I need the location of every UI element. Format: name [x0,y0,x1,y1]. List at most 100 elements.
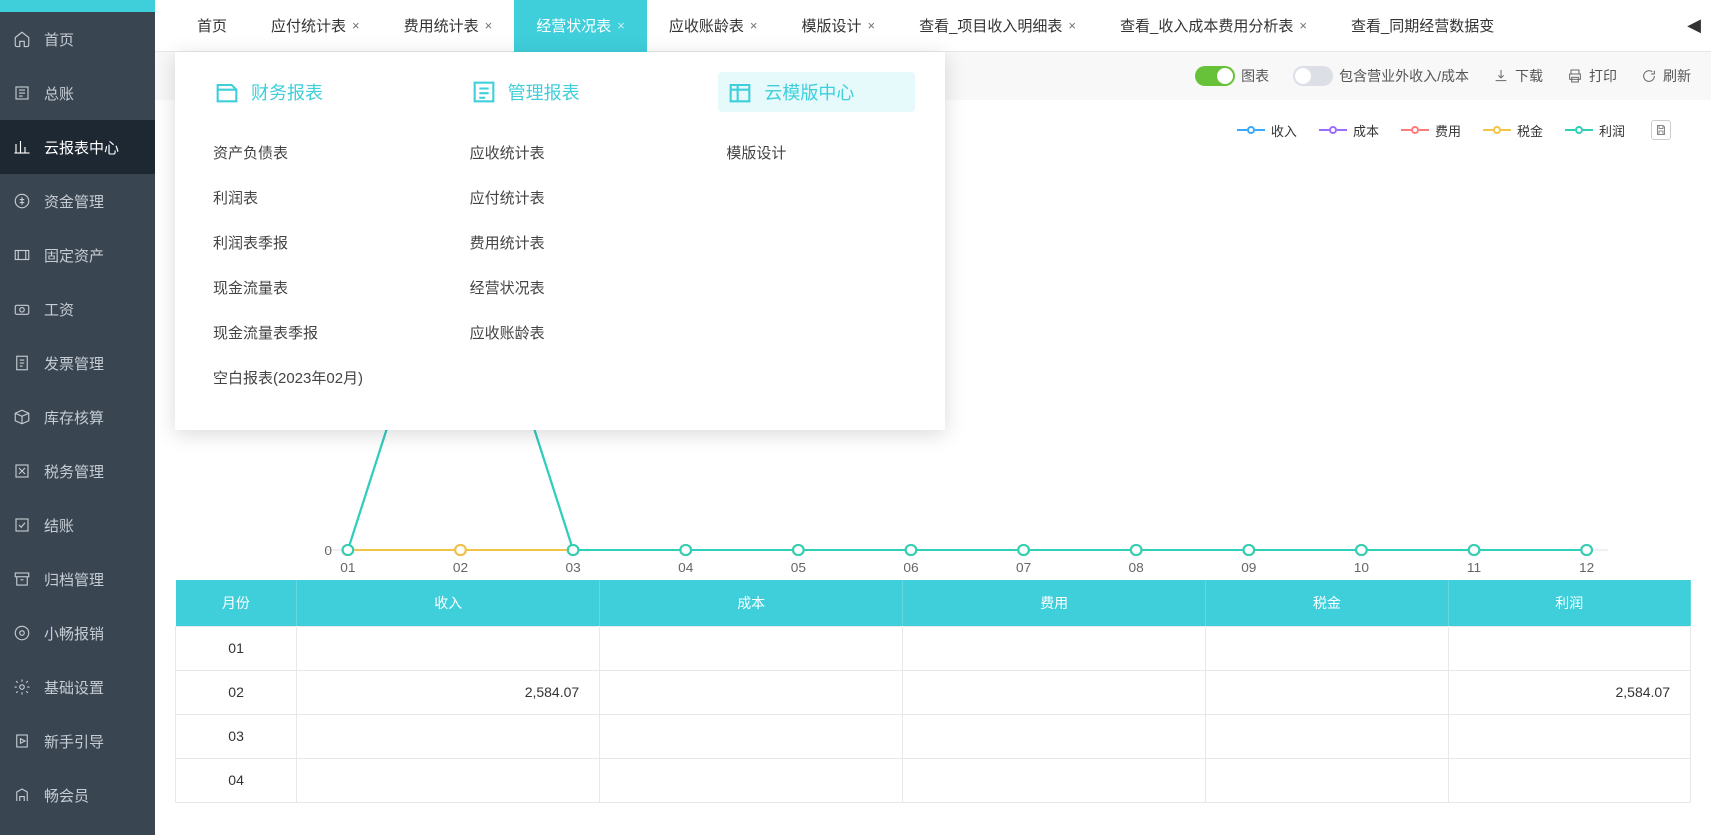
sidebar-item-home[interactable]: 首页 [0,12,155,66]
download-button[interactable]: 下载 [1493,66,1543,86]
table-cell: 04 [176,758,297,802]
table-cell [903,758,1206,802]
tab[interactable]: 应付统计表× [249,0,382,52]
mega-menu-item[interactable]: 应收账龄表 [462,310,659,355]
legend-item[interactable]: 费用 [1401,121,1461,140]
table-cell [1448,714,1690,758]
svg-text:10: 10 [1354,560,1369,575]
table-header-cell: 成本 [600,580,903,626]
mega-menu-item[interactable]: 现金流量表 [205,265,402,310]
refresh-button[interactable]: 刷新 [1641,66,1691,86]
legend-item[interactable]: 税金 [1483,121,1543,140]
tax-icon [12,461,32,481]
mega-menu-item[interactable]: 资产负债表 [205,130,402,175]
svg-text:02: 02 [453,560,468,575]
mega-column-header[interactable]: 管理报表 [462,72,659,112]
table-cell [1206,714,1448,758]
mega-column: 管理报表应收统计表应付统计表费用统计表经营状况表应收账龄表 [432,72,689,400]
legend-marker [1401,126,1429,134]
legend-item[interactable]: 成本 [1319,121,1379,140]
chart-save-button[interactable] [1651,120,1671,140]
sidebar-item-label: 固定资产 [44,245,104,266]
legend-item[interactable]: 收入 [1237,121,1297,140]
legend-label: 成本 [1353,121,1379,140]
tab-label: 模版设计 [801,15,861,36]
print-button[interactable]: 打印 [1567,66,1617,86]
tab-close-icon[interactable]: × [1068,18,1076,33]
table-cell: 2,584.07 [297,670,600,714]
tab[interactable]: 查看_项目收入明细表× [897,0,1098,52]
mega-menu-item[interactable]: 应收统计表 [462,130,659,175]
table-cell: 02 [176,670,297,714]
table-cell [1206,758,1448,802]
sidebar-item-reimb[interactable]: 小畅报销 [0,606,155,660]
sidebar-brand-strip [0,0,155,12]
legend-label: 利润 [1599,121,1625,140]
tab[interactable]: 经营状况表× [514,0,647,52]
sidebar-item-fund[interactable]: 资金管理 [0,174,155,228]
tabs-scroll-left[interactable]: ◀ [1677,15,1711,36]
svg-text:12: 12 [1579,560,1594,575]
sidebar-item-settings[interactable]: 基础设置 [0,660,155,714]
mega-menu-item[interactable]: 费用统计表 [462,220,659,265]
chart-toggle-switch[interactable] [1195,66,1235,86]
mega-menu-item[interactable]: 利润表 [205,175,402,220]
svg-text:01: 01 [340,560,355,575]
tab[interactable]: 费用统计表× [382,0,515,52]
sidebar-item-stock[interactable]: 库存核算 [0,390,155,444]
tab[interactable]: 查看_同期经营数据变 [1329,0,1516,52]
tab-label: 首页 [197,15,227,36]
invoice-icon [12,353,32,373]
legend-item[interactable]: 利润 [1565,121,1625,140]
tab-close-icon[interactable]: × [617,18,625,33]
tab[interactable]: 应收账龄表 × [647,0,780,52]
mega-menu-item[interactable]: 应付统计表 [462,175,659,220]
sidebar-item-report[interactable]: 云报表中心 [0,120,155,174]
tab-close-icon[interactable]: × [1299,18,1307,33]
tab[interactable]: 模版设计 × [779,0,897,52]
sidebar-item-invoice[interactable]: 发票管理 [0,336,155,390]
sidebar-item-tax[interactable]: 税务管理 [0,444,155,498]
sidebar-item-salary[interactable]: 工资 [0,282,155,336]
mega-menu-item[interactable]: 空白报表(2023年02月) [205,355,402,400]
mega-column-title: 云模版中心 [764,79,854,105]
tab-label: 查看_同期经营数据变 [1351,15,1494,36]
tab-close-icon[interactable]: × [485,18,493,33]
tab[interactable]: 首页 [175,0,249,52]
sidebar-item-label: 结账 [44,515,74,536]
sidebar-item-asset[interactable]: 固定资产 [0,228,155,282]
mega-menu-item[interactable]: 利润表季报 [205,220,402,265]
include-toggle-switch[interactable] [1293,66,1333,86]
mega-column-header[interactable]: 财务报表 [205,72,402,112]
sidebar-item-archive[interactable]: 归档管理 [0,552,155,606]
legend-marker [1319,126,1347,134]
mega-menu-item[interactable]: 经营状况表 [462,265,659,310]
reimb-icon [12,623,32,643]
download-label: 下载 [1515,66,1543,86]
tab-close-icon[interactable]: × [867,18,875,33]
tabs-bar: 首页应付统计表×费用统计表×经营状况表×应收账龄表×模版设计×查看_项目收入明细… [155,0,1711,52]
table-cell [297,758,600,802]
include-toggle[interactable]: 包含营业外收入/成本 [1293,66,1469,86]
mega-column-header[interactable]: 云模版中心 [718,72,915,112]
sidebar-item-ledger[interactable]: 总账 [0,66,155,120]
table-header-cell: 月份 [176,580,297,626]
tab-label: 应收账龄表 [669,15,744,36]
svg-text:03: 03 [565,560,580,575]
asset-icon [12,245,32,265]
mega-menu-item[interactable]: 模版设计 [718,130,915,175]
sidebar-item-label: 归档管理 [44,569,104,590]
main: 首页应付统计表×费用统计表×经营状况表×应收账龄表×模版设计×查看_项目收入明细… [155,0,1711,835]
svg-text:07: 07 [1016,560,1031,575]
sidebar-item-vip[interactable]: 畅会员 [0,768,155,822]
tab-close-icon[interactable]: × [750,18,758,33]
tab-close-icon[interactable]: × [352,18,360,33]
mega-menu-item[interactable]: 现金流量表季报 [205,310,402,355]
sidebar-item-guide[interactable]: 新手引导 [0,714,155,768]
svg-text:06: 06 [903,560,918,575]
sidebar-item-close[interactable]: 结账 [0,498,155,552]
sidebar-item-label: 工资 [44,299,74,320]
tab[interactable]: 查看_收入成本费用分析表× [1098,0,1329,52]
table-cell [1448,626,1690,670]
chart-toggle[interactable]: 图表 [1195,66,1269,86]
